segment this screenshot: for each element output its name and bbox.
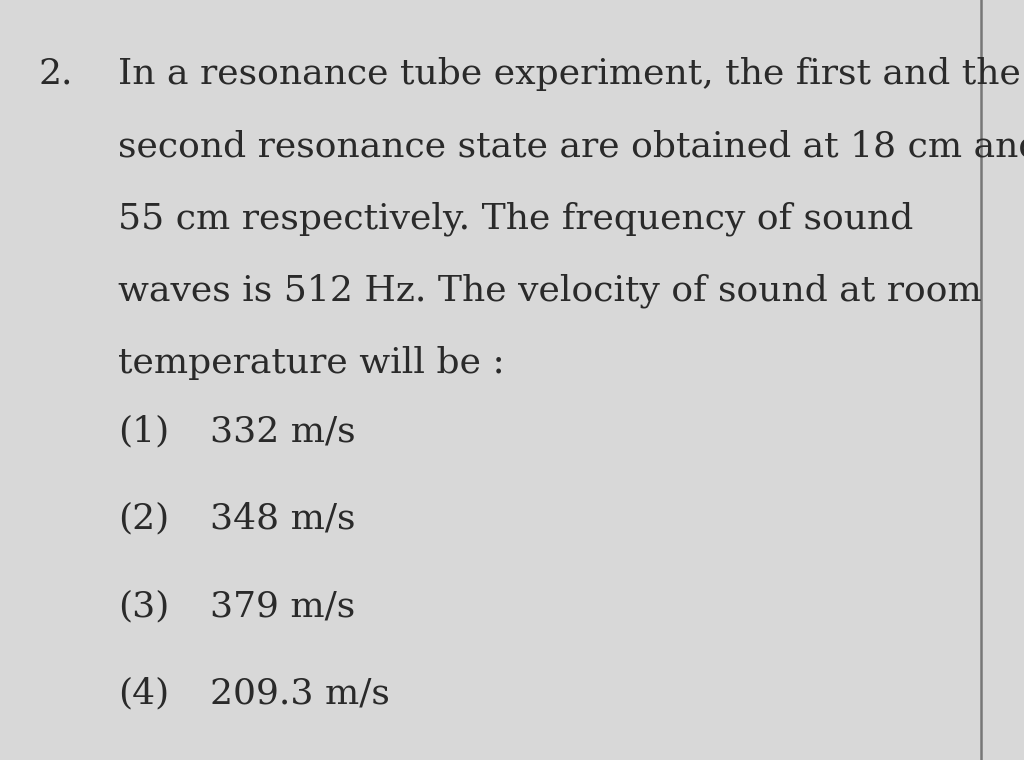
- Text: 348 m/s: 348 m/s: [210, 502, 355, 536]
- Text: In a resonance tube experiment, the first and the: In a resonance tube experiment, the firs…: [118, 57, 1021, 91]
- Text: 332 m/s: 332 m/s: [210, 414, 355, 448]
- Text: (3): (3): [118, 589, 169, 623]
- Text: 379 m/s: 379 m/s: [210, 589, 355, 623]
- Text: (2): (2): [118, 502, 169, 536]
- Text: second resonance state are obtained at 18 cm and: second resonance state are obtained at 1…: [118, 129, 1024, 163]
- Text: 209.3 m/s: 209.3 m/s: [210, 676, 390, 711]
- Text: 2.: 2.: [39, 57, 74, 91]
- Text: waves is 512 Hz. The velocity of sound at room: waves is 512 Hz. The velocity of sound a…: [118, 274, 982, 308]
- Text: (4): (4): [118, 676, 169, 711]
- Text: temperature will be :: temperature will be :: [118, 346, 505, 380]
- Text: (1): (1): [118, 414, 169, 448]
- Text: 55 cm respectively. The frequency of sound: 55 cm respectively. The frequency of sou…: [118, 201, 913, 236]
